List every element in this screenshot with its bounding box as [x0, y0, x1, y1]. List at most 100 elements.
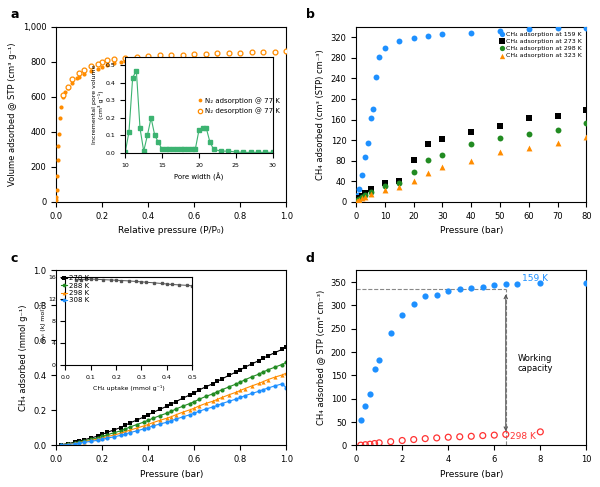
298 K: [156, 417, 163, 423]
N₂ adsorption @ 77 K: [283, 48, 290, 54]
Point: [501, 431, 511, 438]
CH₄ adsorption at 323 K: [354, 196, 364, 204]
CH₄ adsorption at 273 K: [395, 177, 404, 185]
Point: [409, 300, 419, 308]
298 K: [214, 396, 221, 402]
288 K: [265, 367, 272, 373]
298 K: [248, 383, 256, 389]
CH₄ adsorption at 159 K: [423, 32, 433, 39]
288 K: [94, 435, 101, 441]
308 K: [145, 425, 152, 431]
CH₄ adsorption at 298 K: [366, 188, 376, 196]
CH₄ adsorption at 298 K: [357, 193, 367, 201]
308 K: [232, 396, 239, 402]
Point: [490, 431, 499, 439]
278 K: [149, 410, 157, 415]
278 K: [186, 392, 193, 398]
CH₄ adsorption at 323 K: [466, 157, 476, 165]
Point: [455, 285, 464, 293]
Text: 298 K: 298 K: [511, 432, 536, 441]
Point: [370, 440, 379, 448]
298 K: [133, 425, 140, 431]
298 K: [117, 431, 124, 436]
308 K: [218, 401, 226, 407]
278 K: [225, 373, 232, 378]
Line: N₂ adsorption @ 77 K: N₂ adsorption @ 77 K: [54, 49, 289, 202]
288 K: [76, 439, 83, 445]
288 K: [122, 426, 129, 432]
288 K: [248, 374, 256, 380]
Point: [421, 293, 430, 300]
Text: b: b: [305, 8, 314, 21]
308 K: [241, 393, 248, 398]
Text: d: d: [305, 252, 314, 264]
298 K: [255, 380, 262, 386]
Point: [397, 311, 407, 318]
CH₄ adsorption at 159 K: [553, 24, 562, 32]
N₂ desorption @ 77 K: [156, 53, 163, 58]
CH₄ adsorption at 298 K: [423, 156, 433, 164]
Point: [356, 416, 365, 424]
298 K: [225, 392, 232, 398]
Point: [478, 431, 488, 439]
Point: [374, 439, 384, 447]
298 K: [98, 435, 106, 441]
278 K: [117, 425, 124, 431]
CH₄ adsorption at 159 K: [354, 185, 364, 193]
N₂ adsorption @ 77 K: [168, 53, 175, 59]
288 K: [145, 417, 152, 423]
N₂ desorption @ 77 K: [214, 51, 221, 56]
Point: [421, 435, 430, 443]
N₂ adsorption @ 77 K: [225, 50, 232, 56]
308 K: [172, 416, 179, 422]
288 K: [186, 401, 193, 407]
N₂ desorption @ 77 K: [110, 56, 118, 62]
278 K: [126, 420, 133, 426]
Text: Working
capacity: Working capacity: [517, 354, 553, 374]
288 K: [103, 432, 110, 438]
CH₄ adsorption at 323 K: [395, 184, 404, 191]
288 K: [214, 389, 221, 395]
Point: [386, 438, 395, 446]
CH₄ adsorption at 159 K: [495, 27, 505, 35]
CH₄ adsorption at 273 K: [553, 112, 562, 120]
288 K: [218, 387, 226, 393]
278 K: [71, 439, 78, 445]
278 K: [64, 441, 71, 447]
N₂ adsorption @ 77 K: [76, 74, 83, 80]
CH₄ adsorption at 159 K: [581, 24, 591, 32]
N₂ adsorption @ 77 K: [103, 62, 110, 68]
278 K: [98, 431, 106, 437]
308 K: [283, 385, 290, 391]
N₂ desorption @ 77 K: [98, 59, 106, 65]
CH₄ adsorption at 159 K: [466, 29, 476, 37]
N₂ adsorption @ 77 K: [73, 75, 80, 81]
288 K: [110, 430, 118, 436]
308 K: [149, 423, 157, 429]
N₂ adsorption @ 77 K: [69, 80, 76, 86]
CH₄ adsorption at 159 K: [352, 195, 362, 203]
CH₄ adsorption at 323 K: [495, 148, 505, 156]
Point: [443, 287, 453, 295]
288 K: [117, 428, 124, 434]
Line: 288 K: 288 K: [59, 360, 289, 447]
N₂ adsorption @ 77 K: [133, 56, 140, 62]
N₂ desorption @ 77 K: [202, 51, 209, 56]
288 K: [232, 381, 239, 387]
CH₄ adsorption at 273 K: [366, 185, 376, 193]
288 K: [225, 384, 232, 390]
Point: [512, 281, 522, 288]
Line: N₂ desorption @ 77 K: N₂ desorption @ 77 K: [61, 49, 289, 98]
298 K: [57, 442, 64, 448]
Legend: CH₄ adsorption at 159 K, CH₄ adsorption at 273 K, CH₄ adsorption at 298 K, CH₄ a: CH₄ adsorption at 159 K, CH₄ adsorption …: [498, 30, 583, 59]
308 K: [156, 421, 163, 427]
CH₄ adsorption at 273 K: [360, 189, 370, 197]
N₂ adsorption @ 77 K: [179, 52, 187, 58]
288 K: [140, 419, 148, 425]
308 K: [278, 381, 286, 387]
CH₄ adsorption at 323 K: [423, 169, 433, 176]
CH₄ adsorption at 298 K: [495, 134, 505, 142]
298 K: [76, 440, 83, 446]
CH₄ adsorption at 298 K: [437, 150, 447, 158]
288 K: [283, 359, 290, 365]
